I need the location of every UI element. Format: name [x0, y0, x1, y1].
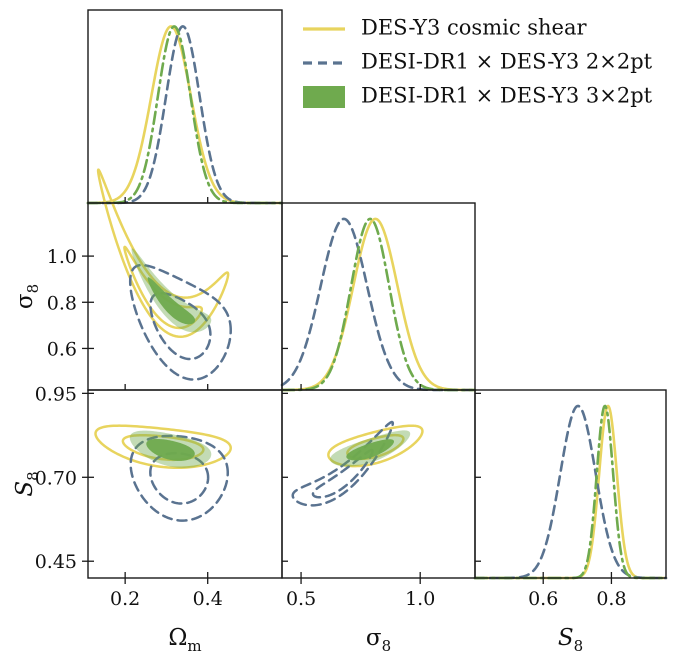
marginal-curve-om-desi_2x2: [86, 25, 284, 205]
axis-title-symbol-S8y: S: [12, 481, 38, 497]
axis-title-subscript-s8: 8: [382, 637, 392, 655]
contour-68-des_y3: [123, 245, 204, 330]
legend-label-desi_2x2: DESI-DR1 × DES-Y3 2×2pt: [361, 50, 653, 74]
marginal-curve-s8-desi_2x2: [280, 217, 477, 392]
contour-95-desi_2x2: [128, 263, 232, 381]
contour-fill-68-desi_3x2: [146, 438, 195, 461]
xticklabel-S8-1: 0.8: [596, 588, 626, 610]
axis-title-symbol-om: Ω: [168, 625, 187, 651]
panel-marginal-S8: [473, 404, 668, 580]
axis-title-subscript-S8y: 8: [24, 471, 42, 481]
axis-title-symbol-s8: σ: [366, 625, 382, 651]
contour-fill-95-desi_3x2: [131, 248, 212, 333]
yticklabel-s8-2: 1.0: [47, 246, 77, 268]
contour-fill-68-desi_3x2: [147, 277, 196, 325]
marginal-curve-S8-desi_2x2: [473, 404, 668, 580]
contour-95-des_y3: [327, 424, 424, 468]
axis-title-S8: S8: [558, 625, 583, 655]
xticklabel-om-0: 0.2: [110, 588, 140, 610]
axis-title-subscript-S8: 8: [574, 637, 584, 655]
axis-title-text-s8y: σ8: [12, 284, 42, 309]
xticklabel-s8-0: 0.5: [286, 588, 316, 610]
panel-frame-c2-r2: [474, 389, 667, 579]
panel-contour-om_s8: [96, 168, 232, 381]
legend-swatch-desi_3x2: [303, 86, 345, 108]
yticklabel-s8-0: 0.6: [47, 338, 77, 360]
contour-68-desi_2x2: [149, 291, 212, 361]
axis-title-text-s8: σ8: [366, 625, 391, 655]
axis-title-subscript-om: m: [187, 637, 201, 655]
marginal-curve-S8-desi_3x2: [473, 404, 668, 580]
axis-title-text-S8: S8: [558, 625, 583, 655]
axis-title-symbol-s8y: σ: [12, 293, 38, 309]
yticklabel-S8-0: 0.45: [35, 551, 77, 573]
xticklabel-om-1: 0.4: [193, 588, 223, 610]
panel-marginal-om: [86, 25, 284, 205]
panel-contour-s8_S8: [291, 420, 424, 507]
axis-title-text-om: Ωm: [168, 625, 201, 655]
panel-marginal-s8: [280, 217, 477, 392]
axis-title-S8y: S8: [12, 471, 42, 496]
marginal-curve-S8-des_y3: [473, 404, 668, 580]
yticklabel-s8-1: 0.8: [47, 292, 77, 314]
contour-68-desi_2x2: [149, 451, 210, 505]
contour-95-des_y3: [96, 168, 230, 338]
axis-title-s8y: σ8: [12, 284, 42, 309]
yticklabel-S8-1: 0.70: [35, 467, 77, 489]
xticklabel-s8-1: 1.0: [405, 588, 435, 610]
legend-label-desi_3x2: DESI-DR1 × DES-Y3 3×2pt: [361, 84, 653, 108]
contour-95-des_y3: [94, 424, 232, 470]
marginal-curve-s8-des_y3: [280, 217, 477, 392]
axis-title-symbol-S8: S: [558, 625, 574, 651]
xticklabel-S8-0: 0.6: [528, 588, 558, 610]
yticklabel-S8-2: 0.95: [35, 383, 77, 405]
axis-title-text-S8y: S8: [12, 471, 42, 496]
axis-title-s8: σ8: [366, 625, 391, 655]
marginal-curve-om-desi_3x2: [86, 25, 284, 205]
legend-label-des_y3: DES-Y3 cosmic shear: [361, 16, 588, 40]
panel-contour-om_S8: [94, 424, 232, 522]
contour-fill-68-desi_3x2: [346, 439, 394, 461]
axis-title-om: Ωm: [168, 625, 201, 655]
marginal-curve-om-des_y3: [86, 25, 284, 205]
panel-frame-c0-r2: [87, 389, 283, 579]
panel-frame-c0-r0: [87, 9, 283, 204]
axis-title-subscript-s8y: 8: [24, 284, 42, 294]
marginal-curve-s8-desi_3x2: [280, 217, 477, 392]
legend: DES-Y3 cosmic shear DESI-DR1 × DES-Y3 2×2…: [303, 16, 653, 108]
